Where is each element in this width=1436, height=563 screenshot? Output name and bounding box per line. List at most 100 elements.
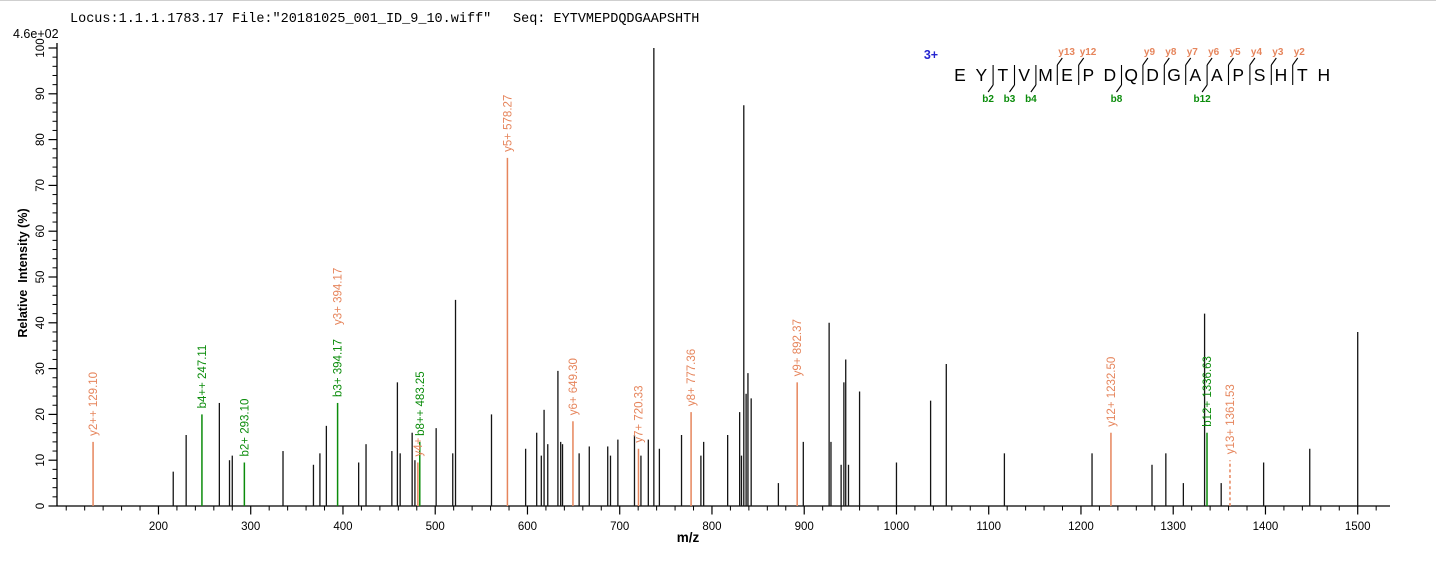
y-ion-label: y2 bbox=[1294, 47, 1306, 58]
residue-letter: V bbox=[1018, 65, 1030, 85]
y-tick-label: 80 bbox=[35, 133, 47, 146]
residue-letter: D bbox=[1103, 65, 1116, 85]
y-tick-label: 50 bbox=[35, 271, 47, 284]
header-locus-file: Locus:1.1.1.1783.17 File:"20181025_001_I… bbox=[70, 12, 491, 27]
residue-letter: D bbox=[1146, 65, 1159, 85]
y-ion-label: y9 bbox=[1144, 47, 1156, 58]
peak-label: y4+ bbox=[413, 437, 425, 456]
x-tick-label: 1200 bbox=[1068, 521, 1094, 533]
cleavage-mark-b bbox=[987, 84, 994, 93]
y-tick-label: 70 bbox=[35, 179, 47, 192]
residue-letter: M bbox=[1038, 65, 1053, 85]
b-ion-label: b2 bbox=[982, 94, 994, 105]
x-tick-label: 300 bbox=[241, 521, 260, 533]
cleavage-mark-y bbox=[1056, 57, 1063, 66]
cleavage-mark-b bbox=[1009, 84, 1015, 93]
y-ion-label: y3 bbox=[1272, 47, 1284, 58]
y-tick-label: 60 bbox=[35, 225, 47, 238]
cleavage-mark-y bbox=[1292, 57, 1299, 66]
residue-letter: E bbox=[954, 65, 966, 85]
residue-letter: H bbox=[1275, 65, 1288, 85]
peak-label: y3+ 394.17 bbox=[333, 268, 345, 325]
residue-letter: P bbox=[1083, 65, 1095, 85]
x-tick-label: 200 bbox=[149, 521, 168, 533]
cleavage-mark-b bbox=[1030, 84, 1037, 93]
x-tick-label: 1500 bbox=[1345, 521, 1371, 533]
residue-letter: G bbox=[1167, 65, 1181, 85]
peak-labels: y2++ 129.10 b4++ 247.11 b2+ 293.10 b3+ 394.… bbox=[88, 95, 1237, 457]
cleavage-mark-y bbox=[1270, 57, 1277, 66]
residue-letter: A bbox=[1190, 65, 1202, 85]
residue-letter: E bbox=[1061, 65, 1073, 85]
peak-label: y9+ 892.37 bbox=[792, 319, 804, 376]
sequence-value: EYTVMEPDQDGAAPSHTH bbox=[554, 12, 700, 27]
residue-letter: Q bbox=[1124, 65, 1138, 85]
y-ion-label: y6 bbox=[1208, 47, 1220, 58]
y-tick-label: 30 bbox=[35, 362, 47, 375]
x-tick-label: 800 bbox=[702, 521, 721, 533]
x-tick-label: 1100 bbox=[976, 521, 1001, 533]
b-ion-label: b3 bbox=[1004, 94, 1016, 105]
cleavage-mark-y bbox=[1142, 57, 1149, 66]
y-tick-label: 90 bbox=[35, 87, 47, 100]
x-tick-label: 1300 bbox=[1160, 521, 1186, 533]
peak-label: b12+ 1336.63 bbox=[1202, 356, 1214, 427]
x-tick-label: 400 bbox=[333, 521, 352, 533]
cleavage-mark-b bbox=[1201, 84, 1208, 93]
x-tick-label: 900 bbox=[795, 521, 814, 533]
y-tick-label: 10 bbox=[35, 454, 47, 467]
peak-label: y13+ 1361.53 bbox=[1225, 384, 1237, 454]
y-ion-label: y5 bbox=[1230, 47, 1242, 58]
max-intensity-label: 4.6e+02 bbox=[13, 27, 59, 41]
x-tick-label: 1400 bbox=[1253, 521, 1279, 533]
y-ion-label: y12 bbox=[1080, 47, 1097, 58]
cleavage-mark-b bbox=[1116, 84, 1122, 93]
b-ion-label: b8 bbox=[1111, 94, 1123, 105]
residue-letter: H bbox=[1317, 65, 1330, 85]
b-ion-label: b12 bbox=[1193, 94, 1211, 105]
y-ion-label: y7 bbox=[1187, 47, 1199, 58]
residue-letter: Y bbox=[976, 65, 988, 85]
residue-letter: A bbox=[1211, 65, 1223, 85]
y-tick-label: 40 bbox=[35, 316, 47, 329]
plot-area[interactable] bbox=[57, 43, 1390, 506]
residue-letter: P bbox=[1232, 65, 1244, 85]
x-tick-label: 1000 bbox=[884, 521, 910, 533]
peak-label: b3+ 394.17 bbox=[333, 339, 345, 397]
sequence-label: Seq: bbox=[513, 12, 554, 27]
cleavage-mark-y bbox=[1163, 57, 1170, 66]
y-axis-title: Relative Intensity (%) bbox=[16, 208, 30, 337]
y-ion-label: y4 bbox=[1251, 47, 1263, 58]
peaks bbox=[92, 48, 1359, 506]
axes: 200 300 400 500 600 700 800 900 1000 1100 1200 1300… bbox=[35, 38, 1390, 533]
peak-label: b8++ 483.25 bbox=[415, 371, 427, 436]
x-tick-label: 500 bbox=[426, 521, 445, 533]
peak-label: y8+ 777.36 bbox=[686, 349, 698, 406]
residue-letter: T bbox=[1297, 65, 1308, 85]
cleavage-mark-y bbox=[1078, 57, 1085, 66]
y-ion-label: y8 bbox=[1165, 47, 1177, 58]
y-tick-label: 0 bbox=[35, 503, 47, 509]
precursor-charge-label: 3+ bbox=[924, 48, 938, 62]
peak-label: y12+ 1232.50 bbox=[1106, 357, 1118, 427]
peak-label: b4++ 247.11 bbox=[197, 345, 209, 409]
peak-label: b2+ 293.10 bbox=[239, 399, 251, 457]
cleavage-mark-y bbox=[1228, 57, 1234, 66]
peak-label: y2++ 129.10 bbox=[88, 372, 100, 436]
residue-letter: T bbox=[997, 65, 1008, 85]
peak-label: y7+ 720.33 bbox=[633, 386, 645, 443]
x-axis-title: m/z bbox=[677, 530, 700, 545]
x-tick-label: 600 bbox=[518, 521, 537, 533]
y-ion-label: y13 bbox=[1058, 47, 1075, 58]
cleavage-mark-y bbox=[1206, 57, 1213, 66]
peak-label: y5+ 578.27 bbox=[502, 95, 514, 152]
b-ion-label: b4 bbox=[1025, 94, 1037, 105]
cleavage-mark-y bbox=[1249, 57, 1256, 66]
x-tick-label: 700 bbox=[610, 521, 629, 533]
header-sequence: Seq: EYTVMEPDQDGAAPSHTH bbox=[513, 12, 699, 27]
y-tick-label: 20 bbox=[35, 408, 47, 421]
peak-label: y6+ 649.30 bbox=[568, 358, 580, 415]
